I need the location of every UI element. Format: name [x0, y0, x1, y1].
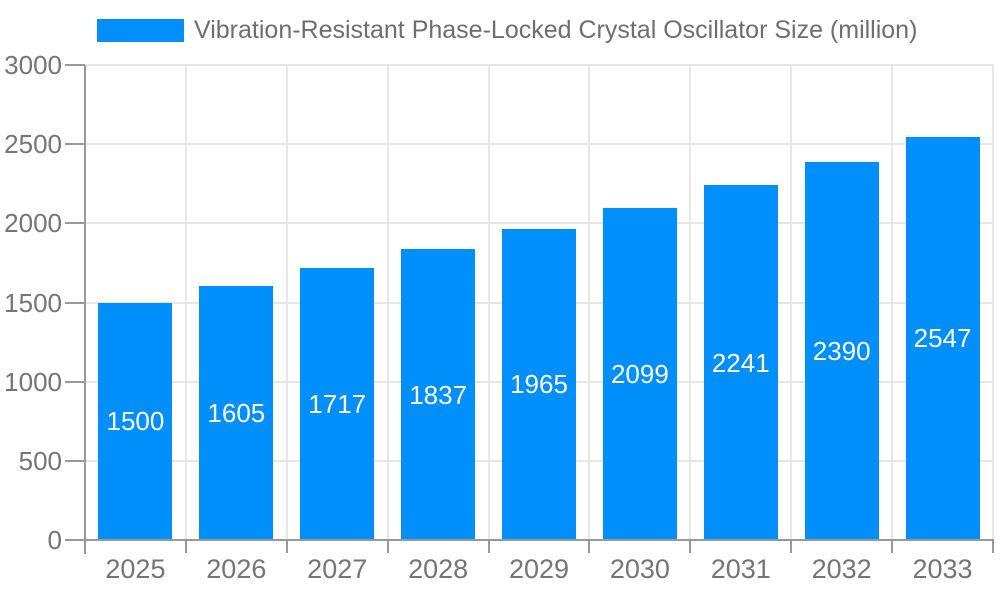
- bar[interactable]: [199, 285, 274, 540]
- y-grid-line: [85, 222, 993, 225]
- x-grid-line: [891, 65, 894, 540]
- x-tick-label: 2030: [609, 554, 670, 584]
- x-tick: [790, 539, 793, 553]
- x-grid-line: [487, 65, 490, 540]
- x-tick: [992, 539, 994, 553]
- bar[interactable]: [98, 302, 173, 540]
- bar[interactable]: [703, 185, 778, 540]
- x-grid-line: [285, 65, 288, 540]
- y-tick: [65, 222, 85, 225]
- bar[interactable]: [602, 207, 677, 540]
- bar-value-label: 1965: [510, 369, 568, 400]
- x-grid-line: [790, 65, 793, 540]
- x-tick-label: 2028: [408, 554, 469, 584]
- y-tick: [65, 459, 85, 462]
- y-tick: [65, 539, 85, 541]
- x-tick-label: 2026: [206, 554, 267, 584]
- bar-value-label: 1837: [409, 379, 468, 410]
- x-tick-label: 2032: [811, 554, 872, 584]
- y-tick: [65, 64, 85, 66]
- y-tick-label: 2500: [4, 129, 62, 160]
- x-grid-line: [184, 65, 187, 540]
- x-grid-line: [588, 65, 591, 540]
- bar-value-label: 2241: [711, 347, 770, 378]
- bar-value-label: 1717: [308, 389, 367, 420]
- bar[interactable]: [502, 228, 576, 540]
- x-tick: [386, 539, 389, 553]
- x-tick: [285, 539, 288, 553]
- x-grid-line: [992, 65, 994, 540]
- bar-value-label: 1500: [106, 406, 165, 437]
- bar[interactable]: [401, 249, 476, 540]
- x-tick: [184, 539, 187, 553]
- y-tick-label: 0: [47, 525, 62, 555]
- bar-value-label: 1605: [207, 397, 266, 428]
- x-tick-label: 2033: [912, 554, 973, 584]
- y-tick-label: 3000: [4, 50, 62, 80]
- bar[interactable]: [905, 136, 980, 540]
- y-tick-label: 500: [18, 445, 62, 476]
- legend-series-label: Vibration-Resistant Phase-Locked Crystal…: [194, 15, 918, 44]
- y-tick: [65, 380, 85, 383]
- x-tick: [891, 539, 894, 553]
- bar-value-label: 2099: [610, 358, 669, 389]
- x-axis-line: [84, 539, 994, 541]
- y-tick-label: 1000: [4, 366, 62, 397]
- x-tick-label: 2025: [105, 554, 166, 584]
- y-tick-label: 1500: [4, 287, 62, 318]
- x-tick-label: 2031: [710, 554, 771, 584]
- x-tick: [487, 539, 490, 553]
- x-tick-label: 2029: [508, 554, 570, 584]
- x-tick-label: 2027: [307, 554, 368, 584]
- bar[interactable]: [300, 268, 375, 540]
- y-tick: [65, 301, 85, 304]
- bar[interactable]: [804, 161, 879, 540]
- x-grid-line: [689, 65, 692, 540]
- y-tick-label: 2000: [4, 208, 62, 239]
- legend-swatch-icon: [97, 18, 184, 42]
- y-grid-line: [85, 64, 993, 66]
- x-tick: [588, 539, 591, 553]
- y-axis-line: [84, 65, 86, 554]
- bar-value-label: 2547: [913, 323, 972, 354]
- legend[interactable]: Vibration-Resistant Phase-Locked Crystal…: [97, 16, 917, 44]
- y-tick: [65, 143, 85, 146]
- bar-value-label: 2390: [812, 335, 871, 366]
- y-grid-line: [85, 143, 993, 146]
- x-grid-line: [386, 65, 389, 540]
- x-tick: [689, 539, 692, 553]
